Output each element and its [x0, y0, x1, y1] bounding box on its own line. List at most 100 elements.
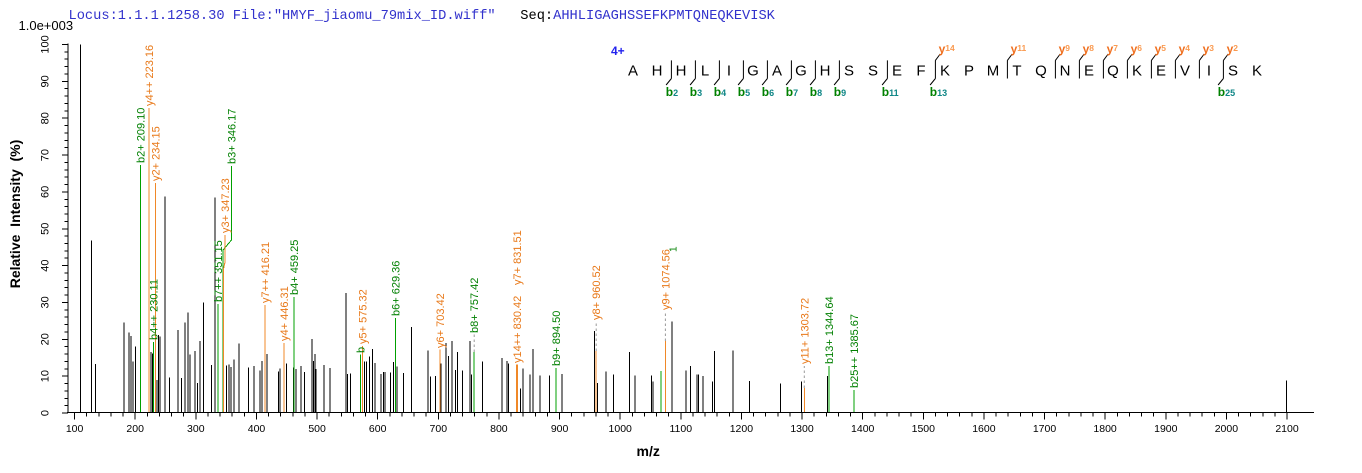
svg-text:E: E [892, 63, 902, 80]
svg-text:4+: 4+ [611, 44, 625, 58]
svg-text:200: 200 [126, 423, 144, 435]
svg-text:80: 80 [40, 112, 52, 124]
svg-text:G: G [747, 63, 759, 80]
svg-text:M: M [987, 63, 1000, 80]
svg-text:L: L [701, 63, 709, 80]
svg-text:b6+ 629.36: b6+ 629.36 [390, 261, 402, 316]
svg-text:b7++ 351.15: b7++ 351.15 [213, 240, 225, 302]
svg-text:y7++ 416.21: y7++ 416.21 [260, 242, 272, 303]
svg-text:I: I [727, 63, 731, 80]
svg-text:800: 800 [490, 423, 508, 435]
svg-text:20: 20 [40, 333, 52, 345]
svg-text:b13: b13 [930, 85, 947, 99]
svg-text:E: E [1084, 63, 1094, 80]
svg-text:y8: y8 [1083, 42, 1095, 56]
svg-text:K: K [940, 63, 950, 80]
svg-text:Locus:1.1.1.1258.30 File:"HMYF: Locus:1.1.1.1258.30 File:"HMYF_jiaomu_79… [69, 9, 776, 24]
svg-text:N: N [1060, 63, 1071, 80]
svg-text:y7+ 831.51: y7+ 831.51 [512, 230, 524, 285]
svg-text:100: 100 [66, 423, 84, 435]
svg-text:y11+ 1303.72: y11+ 1303.72 [799, 298, 811, 364]
svg-text:y5+ 575.32: y5+ 575.32 [357, 289, 369, 344]
svg-text:y4: y4 [1179, 42, 1191, 56]
svg-text:S: S [1228, 63, 1238, 80]
svg-text:b9: b9 [834, 85, 846, 99]
svg-text:b2+ 209.10: b2+ 209.10 [136, 108, 148, 163]
svg-text:500: 500 [308, 423, 326, 435]
svg-text:70: 70 [40, 149, 52, 161]
svg-text:b2: b2 [666, 85, 678, 99]
svg-text:700: 700 [430, 423, 448, 435]
svg-text:y2+ 234.15: y2+ 234.15 [151, 126, 163, 181]
svg-text:y14: y14 [939, 42, 955, 56]
svg-text:1000: 1000 [609, 423, 633, 435]
svg-text:m/z: m/z [637, 443, 660, 459]
svg-text:600: 600 [369, 423, 387, 435]
svg-text:y6+ 703.42: y6+ 703.42 [435, 293, 447, 348]
svg-text:y9: y9 [1059, 42, 1071, 56]
svg-text:T: T [1012, 63, 1021, 80]
svg-text:b3: b3 [690, 85, 702, 99]
svg-text:S: S [868, 63, 878, 80]
svg-text:y6: y6 [1131, 42, 1143, 56]
svg-text:K: K [1132, 63, 1142, 80]
svg-text:1900: 1900 [1154, 423, 1178, 435]
svg-text:A: A [628, 63, 638, 80]
svg-text:b4++ 230.11: b4++ 230.11 [149, 279, 161, 340]
svg-text:V: V [1180, 63, 1190, 80]
svg-text:0: 0 [40, 410, 52, 416]
svg-text:A: A [772, 63, 782, 80]
svg-text:1100: 1100 [670, 423, 693, 435]
svg-text:1: 1 [669, 246, 680, 252]
svg-text:1700: 1700 [1033, 423, 1057, 435]
svg-text:1400: 1400 [851, 423, 875, 435]
svg-text:Relative Intensity (%): Relative Intensity (%) [7, 140, 23, 289]
svg-text:y3+ 347.23: y3+ 347.23 [220, 178, 232, 233]
svg-text:b: b [356, 347, 368, 353]
svg-text:1500: 1500 [912, 423, 936, 435]
svg-text:b9+ 894.50: b9+ 894.50 [551, 311, 563, 366]
svg-text:b3+ 346.17: b3+ 346.17 [227, 109, 239, 164]
svg-text:Q: Q [1107, 63, 1119, 80]
svg-text:H: H [820, 63, 831, 80]
svg-text:K: K [1252, 63, 1262, 80]
svg-text:F: F [916, 63, 925, 80]
svg-text:1600: 1600 [972, 423, 996, 435]
svg-text:G: G [795, 63, 807, 80]
svg-text:y9+ 1074.56: y9+ 1074.56 [660, 249, 672, 310]
svg-text:b8: b8 [810, 85, 822, 99]
svg-text:40: 40 [40, 259, 52, 271]
svg-text:y5: y5 [1155, 42, 1167, 56]
svg-text:y8+ 960.52: y8+ 960.52 [591, 265, 603, 320]
svg-text:90: 90 [40, 75, 52, 87]
svg-text:b4+ 459.25: b4+ 459.25 [289, 240, 301, 295]
svg-text:y4+ 446.31: y4+ 446.31 [279, 286, 291, 341]
svg-text:b8+ 757.42: b8+ 757.42 [469, 278, 481, 333]
svg-text:I: I [1207, 63, 1211, 80]
svg-text:10: 10 [40, 370, 52, 382]
svg-text:2000: 2000 [1215, 423, 1239, 435]
svg-text:b4: b4 [714, 85, 726, 99]
svg-text:2100: 2100 [1275, 423, 1299, 435]
svg-text:y14++ 830.42: y14++ 830.42 [512, 296, 524, 363]
svg-text:y4++ 223.16: y4++ 223.16 [144, 45, 156, 106]
svg-text:b6: b6 [762, 85, 774, 99]
svg-text:b5: b5 [738, 85, 750, 99]
svg-text:y7: y7 [1107, 42, 1119, 56]
svg-text:1.0e+003: 1.0e+003 [19, 18, 74, 33]
svg-text:b11: b11 [882, 85, 899, 99]
svg-text:S: S [844, 63, 854, 80]
svg-text:300: 300 [187, 423, 205, 435]
svg-text:y2: y2 [1227, 42, 1239, 56]
svg-text:H: H [676, 63, 687, 80]
svg-text:b7: b7 [786, 85, 798, 99]
svg-text:100: 100 [40, 35, 52, 53]
svg-text:1200: 1200 [730, 423, 754, 435]
svg-text:P: P [964, 63, 974, 80]
svg-text:b25: b25 [1218, 85, 1235, 99]
svg-text:E: E [1156, 63, 1166, 80]
svg-text:H: H [652, 63, 663, 80]
svg-text:b25++ 1385.67: b25++ 1385.67 [849, 314, 861, 388]
svg-text:400: 400 [248, 423, 266, 435]
svg-text:y3: y3 [1203, 42, 1215, 56]
